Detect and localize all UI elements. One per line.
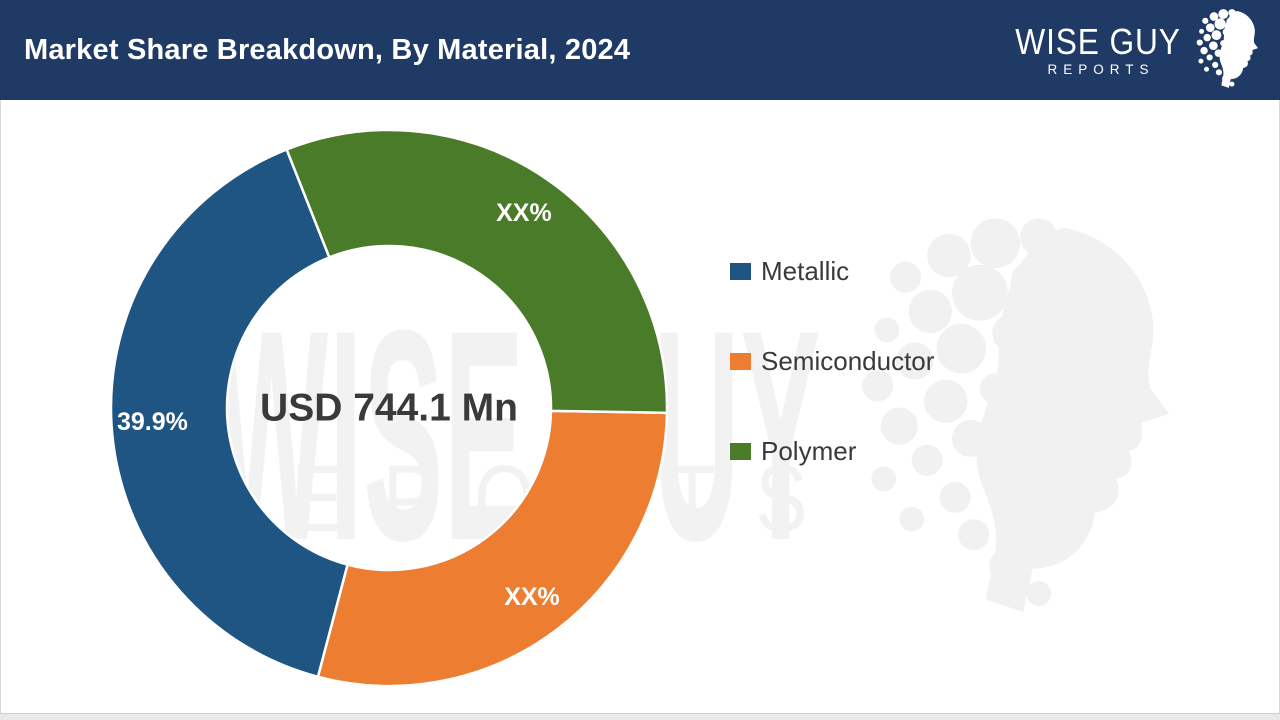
donut-chart: 39.9% XX% XX% USD 744.1 Mn	[109, 128, 669, 688]
donut-segment-metallic[interactable]	[109, 148, 349, 679]
donut-segment-polymer[interactable]	[285, 128, 669, 415]
header: Market Share Breakdown, By Material, 202…	[0, 0, 1280, 100]
legend-swatch-semiconductor	[730, 353, 751, 370]
legend-label-polymer: Polymer	[761, 436, 857, 466]
brand-logo-text: WISE GUY REPORTS	[1004, 20, 1192, 77]
legend-label-semiconductor: Semiconductor	[761, 346, 935, 376]
chart-area: WISE GUY REPORTS 39.9% XX% XX% USD 744.1 Mn…	[0, 100, 1280, 713]
logo-subtitle: REPORTS	[1047, 61, 1155, 77]
donut-segment-semiconductor[interactable]	[316, 409, 669, 688]
segment-value-label-metallic: 39.9%	[117, 408, 188, 436]
legend-swatch-metallic	[730, 263, 751, 280]
page-title: Market Share Breakdown, By Material, 202…	[24, 33, 631, 66]
legend-item-semiconductor[interactable]: Semiconductor	[730, 346, 934, 377]
donut-center-value: USD 744.1 Mn	[260, 387, 518, 430]
legend-item-metallic[interactable]: Metallic	[730, 256, 934, 287]
segment-value-label-semiconductor: XX%	[504, 583, 560, 611]
segment-value-label-polymer: XX%	[496, 199, 552, 227]
logo-face-icon	[1196, 9, 1258, 88]
footer-strip	[0, 713, 1280, 720]
legend-swatch-polymer	[730, 443, 751, 460]
brand-logo: WISE GUY REPORTS	[1004, 9, 1258, 91]
logo-wordmark: WISE GUY	[1015, 20, 1181, 62]
legend-item-polymer[interactable]: Polymer	[730, 436, 934, 467]
legend-label-metallic: Metallic	[761, 256, 850, 286]
legend: Metallic Semiconductor Polymer	[730, 256, 934, 467]
